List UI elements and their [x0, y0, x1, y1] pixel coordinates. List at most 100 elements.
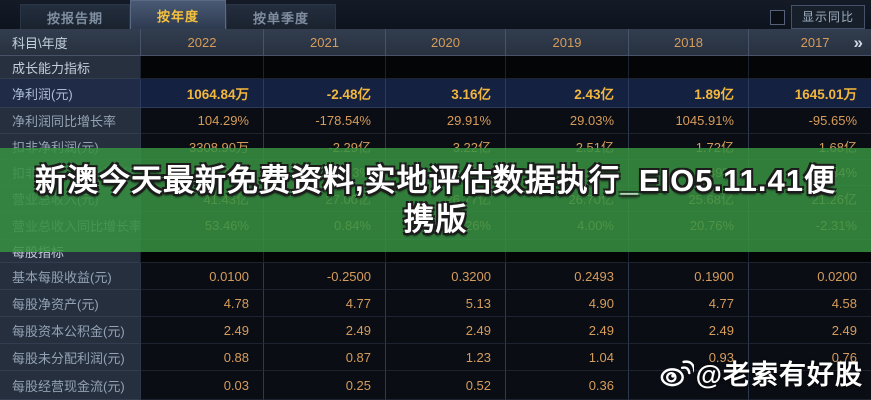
cell-value: 1064.84万	[140, 79, 263, 108]
cell-value: 4.77	[628, 290, 748, 317]
more-years-icon[interactable]: »	[853, 32, 863, 52]
cell-value: 0.25	[263, 371, 385, 400]
table-row[interactable]: 每股净资产(元) 4.78 4.77 5.13 4.90 4.77 4.58	[0, 290, 871, 317]
show-yoy-button[interactable]: 显示同比	[790, 5, 865, 29]
cell-value: 3308.90万	[140, 134, 263, 160]
row-label: 每股未分配利润(元)	[0, 344, 140, 371]
cell-value: 20.76%	[628, 212, 748, 240]
cell-value: 53.46%	[140, 212, 263, 240]
cell-value: 0.0200	[748, 263, 871, 290]
cell-value: -95.65%	[748, 108, 871, 134]
cell-value: 2.49	[505, 317, 628, 344]
cell-value: 0.26%	[385, 212, 505, 240]
cell-value	[628, 56, 748, 79]
cell-value	[385, 56, 505, 79]
cell-value	[748, 240, 871, 263]
table-row[interactable]: 营业总收入(元) 41.43亿 27.00亿 26.77亿 26.70亿 25.68亿 21…	[0, 186, 871, 212]
row-label: 净利润同比增长率	[0, 108, 140, 134]
cell-value: 114.45%	[140, 160, 263, 186]
cell-value: 1645.01万	[748, 79, 871, 108]
cell-value	[140, 240, 263, 263]
cell-value: 0.88	[140, 344, 263, 371]
cell-value: 29.03%	[505, 108, 628, 134]
tab-by-quarter[interactable]: 按单季度	[226, 4, 337, 29]
cell-value: 2.51亿	[505, 134, 628, 160]
cell-value	[505, 56, 628, 79]
cell-value: 4.90	[505, 290, 628, 317]
cell-value: 3.16亿	[385, 79, 505, 108]
cell-value: 26.77亿	[385, 186, 505, 212]
cell-value: -171.03%	[263, 160, 385, 186]
watermark-handle: @老索有好股	[695, 360, 863, 390]
table-row[interactable]: 扣非净利润同比增长率 114.45% -171.03% 28.12% 45.93% 2.4…	[0, 160, 871, 186]
table-header-row: 科目\年度 2022 2021 2020 2019 2018 2017 »	[0, 29, 871, 56]
cell-value	[263, 56, 385, 79]
yoy-controls: 显示同比	[769, 5, 871, 29]
cell-value: 0.52	[385, 371, 505, 400]
row-label: 每股经营现金流(元)	[0, 371, 140, 400]
cell-value	[385, 240, 505, 263]
yoy-checkbox[interactable]	[769, 9, 785, 25]
cell-value	[748, 56, 871, 79]
cell-value: 2.49	[263, 317, 385, 344]
cell-value	[628, 240, 748, 263]
table-row[interactable]: 每股未分配利润(元) 0.88 0.87 1.23 1.04 0.93 0.76	[0, 344, 871, 371]
cell-value: 1045.91%	[628, 108, 748, 134]
cell-value: 2.43亿	[505, 79, 628, 108]
tab-by-year[interactable]: 按年度	[130, 0, 227, 29]
cell-value: 0.76	[748, 344, 871, 371]
table-row[interactable]: 净利润同比增长率 104.29% -178.54% 29.91% 29.03% 1045.…	[0, 108, 871, 134]
row-label: 营业总收入同比增长率	[0, 212, 140, 240]
table-row[interactable]: 净利润(元) 1064.84万 -2.48亿 3.16亿 2.43亿 1.89亿 1645.…	[0, 79, 871, 108]
cell-value: 1.23	[385, 344, 505, 371]
year-column-header: 2020	[385, 29, 505, 55]
cell-value: 0.2493	[505, 263, 628, 290]
cell-value: 104.29%	[140, 108, 263, 134]
cell-value: 0.84%	[263, 212, 385, 240]
row-label: 营业总收入(元)	[0, 186, 140, 212]
cell-value: 1.68亿	[748, 134, 871, 160]
period-tabbar: 按报告期 按年度 按单季度 显示同比	[0, 0, 871, 29]
cell-value: 41.43亿	[140, 186, 263, 212]
cell-value: 28.12%	[385, 160, 505, 186]
row-label: 每股资本公积金(元)	[0, 317, 140, 344]
cell-value: 45.93%	[505, 160, 628, 186]
cell-value: 29.91%	[385, 108, 505, 134]
watermark: @老索有好股	[660, 353, 863, 392]
cell-value: 2.49	[140, 317, 263, 344]
row-label: 扣非净利润同比增长率	[0, 160, 140, 186]
cell-value	[263, 240, 385, 263]
cell-value: 2.49	[748, 317, 871, 344]
table-row[interactable]: 营业总收入同比增长率 53.46% 0.84% 0.26% 4.00% 20.76% -2.…	[0, 212, 871, 240]
cell-value: -2.29亿	[263, 134, 385, 160]
cell-value: 0.3200	[385, 263, 505, 290]
row-label: 扣非净利润(元)	[0, 134, 140, 160]
table-row[interactable]: 每股资本公积金(元) 2.49 2.49 2.49 2.49 2.49 2.49	[0, 317, 871, 344]
cell-value: 2.49	[628, 317, 748, 344]
cell-value: 0.03	[140, 371, 263, 400]
cell-value: 21.26亿	[748, 186, 871, 212]
cell-value	[505, 240, 628, 263]
cell-value: 4.77	[263, 290, 385, 317]
cell-value: -2.31%	[748, 212, 871, 240]
tab-by-report-period[interactable]: 按报告期	[20, 4, 131, 29]
cell-value: 2.49%	[628, 160, 748, 186]
section-row: 成长能力指标	[0, 56, 871, 79]
year-column-header: 2022	[140, 29, 263, 55]
cell-value: 26.70亿	[505, 186, 628, 212]
table-row[interactable]: 扣非净利润(元) 3308.90万 -2.29亿 3.22亿 2.51亿 1.72亿 1.6…	[0, 134, 871, 160]
table-body: 成长能力指标 净利润(元) 1064.84万 -2.48亿 3.16亿 2.43亿 1.89…	[0, 56, 871, 400]
row-label: 净利润(元)	[0, 79, 140, 108]
cell-value: 5.13	[385, 290, 505, 317]
table-row[interactable]: 基本每股收益(元) 0.0100 -0.2500 0.3200 0.2493 0.1900…	[0, 263, 871, 290]
year-label: 2017	[800, 34, 830, 50]
cell-value: -56.34%	[748, 160, 871, 186]
weibo-icon	[660, 358, 694, 388]
cell-value: 1.89亿	[628, 79, 748, 108]
corner-header: 科目\年度	[12, 35, 68, 51]
cell-value: 0.1900	[628, 263, 748, 290]
year-column-header: 2021	[263, 29, 385, 55]
cell-value: 25.68亿	[628, 186, 748, 212]
cell-value: 0.36	[505, 371, 628, 400]
